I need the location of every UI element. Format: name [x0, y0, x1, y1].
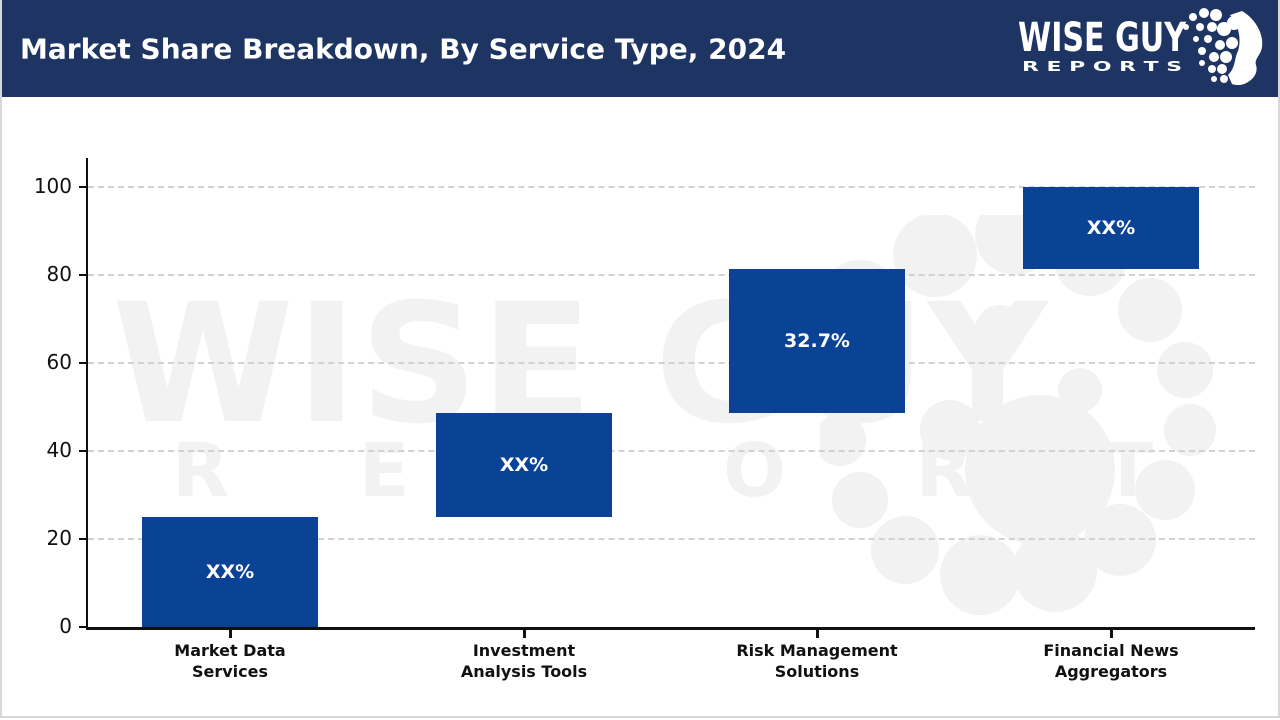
bar-value-label: XX%	[1086, 217, 1136, 240]
category-label: Financial News Aggregators	[991, 640, 1231, 682]
y-tick-label: 40	[46, 438, 72, 462]
logo-name-text: WISE GUY	[1018, 15, 1187, 61]
category-label-line: Risk Management	[736, 641, 898, 660]
y-tick-label: 80	[46, 262, 72, 286]
category-label-line: Analysis Tools	[460, 662, 588, 681]
bar-segment: XX%	[1023, 187, 1199, 270]
category-label-line: Financial News	[1043, 641, 1179, 660]
category-label: Market Data Services	[110, 640, 350, 682]
gridline-y100	[88, 186, 1255, 188]
gridline-y40	[88, 450, 1255, 452]
bar-segment: XX%	[142, 517, 318, 627]
x-tick-mark	[229, 629, 232, 638]
bar-value-label: XX%	[205, 561, 255, 583]
category-label-line: Services	[191, 662, 269, 681]
category-label-line: Aggregators	[1054, 662, 1168, 681]
gridline-y20	[88, 538, 1255, 540]
bar-value-label: 32.7%	[784, 330, 850, 353]
y-tick-mark	[79, 626, 88, 628]
y-tick-mark	[79, 538, 88, 540]
y-tick-label: 20	[46, 526, 72, 550]
bar-segment: 32.7%	[729, 269, 905, 414]
page-title: Market Share Breakdown, By Service Type,…	[20, 32, 787, 65]
y-tick-mark	[79, 274, 88, 276]
x-axis-spine	[86, 627, 1255, 630]
category-label-line: Investment	[472, 641, 576, 660]
y-tick-mark	[79, 186, 88, 188]
gridline-y60	[88, 362, 1255, 364]
y-axis-spine	[86, 158, 88, 630]
x-tick-mark	[816, 629, 819, 638]
category-label-line: Market Data	[174, 641, 286, 660]
y-tick-mark	[79, 450, 88, 452]
category-label-line: Solutions	[774, 662, 860, 681]
y-tick-mark	[79, 362, 88, 364]
header: Market Share Breakdown, By Service Type,…	[0, 0, 1280, 97]
y-tick-label: 0	[59, 614, 72, 638]
category-label: Risk Management Solutions	[697, 640, 937, 682]
bar-value-label: XX%	[499, 454, 549, 477]
y-tick-label: 100	[33, 174, 72, 198]
x-tick-mark	[523, 629, 526, 638]
y-tick-label: 60	[46, 350, 72, 374]
gridline-y80	[88, 274, 1255, 276]
category-label: Investment Analysis Tools	[404, 640, 644, 682]
wise-guy-reports-logo: WISE GUY R E P O R T S	[1018, 8, 1263, 86]
logo-dotted-face-icon	[1183, 8, 1263, 86]
bar-segment: XX%	[436, 413, 612, 517]
logo-sub-text: R E P O R T S	[1022, 60, 1182, 75]
x-tick-mark	[1110, 629, 1113, 638]
